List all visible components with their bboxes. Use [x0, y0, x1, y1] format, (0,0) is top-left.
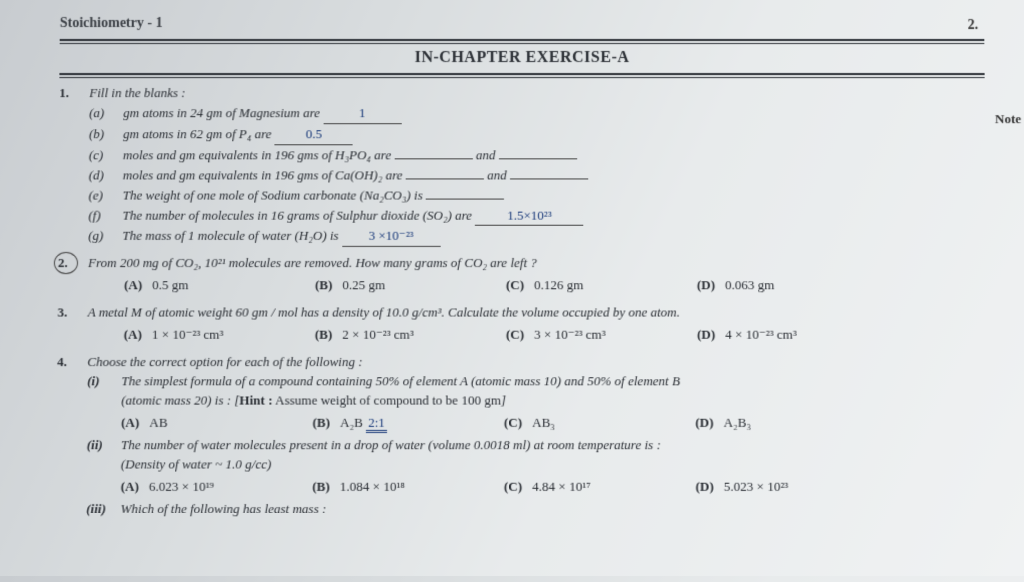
q1d: (d) moles and gm equivalents in 196 gms …	[89, 166, 986, 185]
q1-lead: Fill in the blanks :	[89, 85, 985, 104]
q2-opt-b: (B)0.25 gm	[315, 276, 466, 295]
section-heading: IN-CHAPTER EXERCISE-A	[59, 46, 984, 69]
q4i-label: (i)	[87, 373, 122, 435]
q3-opt-c: (C)3 × 10⁻²³ cm³	[506, 325, 657, 344]
chapter-title: Stoichiometry - 1	[60, 14, 163, 36]
q1a-label: (a)	[89, 104, 123, 124]
q1g: (g) The mass of 1 molecule of water (H₂O…	[88, 227, 986, 247]
q2-opt-c: (C)0.126 gm	[506, 276, 657, 295]
q1c-label: (c)	[89, 146, 123, 165]
q3-options: (A)1 × 10⁻²³ cm³ (B)2 × 10⁻²³ cm³ (C)3 ×…	[124, 325, 987, 344]
q1d-blank1	[406, 178, 484, 179]
q4ii-line2: (Density of water ~ 1.0 g/cc)	[121, 455, 847, 474]
q4ii-label: (ii)	[86, 436, 121, 499]
rule-bottom	[59, 74, 984, 79]
q3-number: 3.	[57, 303, 87, 346]
q2-opt-d: (D)0.063 gm	[697, 276, 848, 295]
q1g-text: The mass of 1 molecule of water (H₂O) is	[122, 228, 338, 243]
q4iii-text: Which of the following has least mass :	[120, 500, 326, 519]
page: Stoichiometry - 1 2. IN-CHAPTER EXERCISE…	[0, 0, 1024, 530]
q4ii-opt-a: (A)6.023 × 10¹⁹	[121, 477, 272, 496]
q1e-text: The weight of one mole of Sodium carbona…	[123, 187, 423, 202]
q4iii-label: (iii)	[86, 500, 120, 519]
q1b-label: (b)	[89, 125, 123, 145]
q4i-opt-c: (C)AB₃	[504, 414, 655, 433]
q1e-blank	[426, 198, 504, 199]
question-2: 2. From 200 mg of CO₂, 10²¹ molecules ar…	[58, 254, 987, 297]
q4ii-opt-d: (D)5.023 × 10²³	[696, 477, 847, 496]
question-4: 4. Choose the correct option for each of…	[56, 353, 988, 520]
q1a-text: gm atoms in 24 gm of Magnesium are	[123, 105, 320, 120]
q1c-text: moles and gm equivalents in 196 gms of H…	[123, 147, 391, 162]
q1e-label: (e)	[88, 186, 122, 205]
q1b-text: gm atoms in 62 gm of P₄ are	[123, 126, 272, 141]
q1f-answer: 1.5×10²³	[475, 206, 583, 226]
q4-number: 4.	[56, 353, 88, 520]
q3-text: A metal M of atomic weight 60 gm / mol h…	[88, 303, 987, 322]
q4i-opt-a: (A)AB	[121, 414, 272, 433]
q1f-text: The number of molecules in 16 grams of S…	[122, 207, 472, 222]
q2-opt-a: (A)0.5 gm	[124, 276, 275, 295]
q1a: (a) gm atoms in 24 gm of Magnesium are 1	[89, 104, 985, 124]
q4ii: (ii) The number of water molecules prese…	[86, 436, 988, 499]
q4ii-opt-b: (B)1.084 × 10¹⁸	[312, 477, 463, 496]
q4i-line1: The simplest formula of a compound conta…	[121, 373, 846, 392]
q4ii-line1: The number of water molecules present in…	[121, 436, 847, 455]
q1b: (b) gm atoms in 62 gm of P₄ are 0.5	[89, 125, 985, 145]
q3-opt-a: (A)1 × 10⁻²³ cm³	[124, 325, 275, 344]
top-row: Stoichiometry - 1 2.	[60, 14, 985, 36]
q1-number: 1.	[58, 85, 89, 249]
q1d-label: (d)	[89, 166, 123, 185]
question-1: 1. Fill in the blanks : (a) gm atoms in …	[58, 85, 986, 249]
q1a-answer: 1	[323, 104, 401, 124]
q1c-blank1	[394, 158, 472, 159]
q4i-handwritten: 2:1	[366, 415, 387, 433]
q4i: (i) The simplest formula of a compound c…	[87, 373, 988, 435]
q4iii: (iii) Which of the following has least m…	[86, 500, 988, 519]
question-3: 3. A metal M of atomic weight 60 gm / mo…	[57, 303, 987, 346]
q4ii-options: (A)6.023 × 10¹⁹ (B)1.084 × 10¹⁸ (C)4.84 …	[121, 477, 847, 496]
margin-note: Note	[995, 110, 1021, 129]
q4ii-opt-c: (C)4.84 × 10¹⁷	[504, 477, 655, 496]
rule-top	[60, 39, 985, 44]
q2-number: 2.	[58, 254, 88, 297]
q4i-opt-b: (B)A₂B 2:1	[313, 414, 464, 433]
q1e: (e) The weight of one mole of Sodium car…	[88, 186, 985, 205]
q3-opt-d: (D)4 × 10⁻²³ cm³	[697, 325, 848, 344]
q1f: (f) The number of molecules in 16 grams …	[88, 206, 986, 226]
q1c-blank2	[499, 158, 577, 159]
page-num-2: 2.	[968, 16, 985, 36]
q2-text: From 200 mg of CO₂, 10²¹ molecules are r…	[88, 254, 986, 273]
q1d-blank2	[510, 178, 588, 179]
q1f-label: (f)	[88, 206, 122, 226]
q1b-answer: 0.5	[275, 125, 353, 145]
q2-options: (A)0.5 gm (B)0.25 gm (C)0.126 gm (D)0.06…	[124, 276, 986, 295]
q1g-label: (g)	[88, 227, 122, 247]
q4i-opt-d: (D)A₂B₃	[695, 414, 846, 433]
q4i-line2: (atomic mass 20) is : [Hint : Assume wei…	[121, 392, 846, 411]
q1d-and: and	[487, 167, 507, 182]
q1c-and: and	[476, 147, 496, 162]
q4i-options: (A)AB (B)A₂B 2:1 (C)AB₃ (D)A₂B₃	[121, 414, 846, 433]
q1c: (c) moles and gm equivalents in 196 gms …	[89, 146, 986, 165]
q3-opt-b: (B)2 × 10⁻²³ cm³	[315, 325, 466, 344]
q4-lead: Choose the correct option for each of th…	[87, 353, 987, 372]
q1g-answer: 3 ×10⁻²³	[342, 227, 440, 247]
q1d-text: moles and gm equivalents in 196 gms of C…	[123, 167, 403, 182]
